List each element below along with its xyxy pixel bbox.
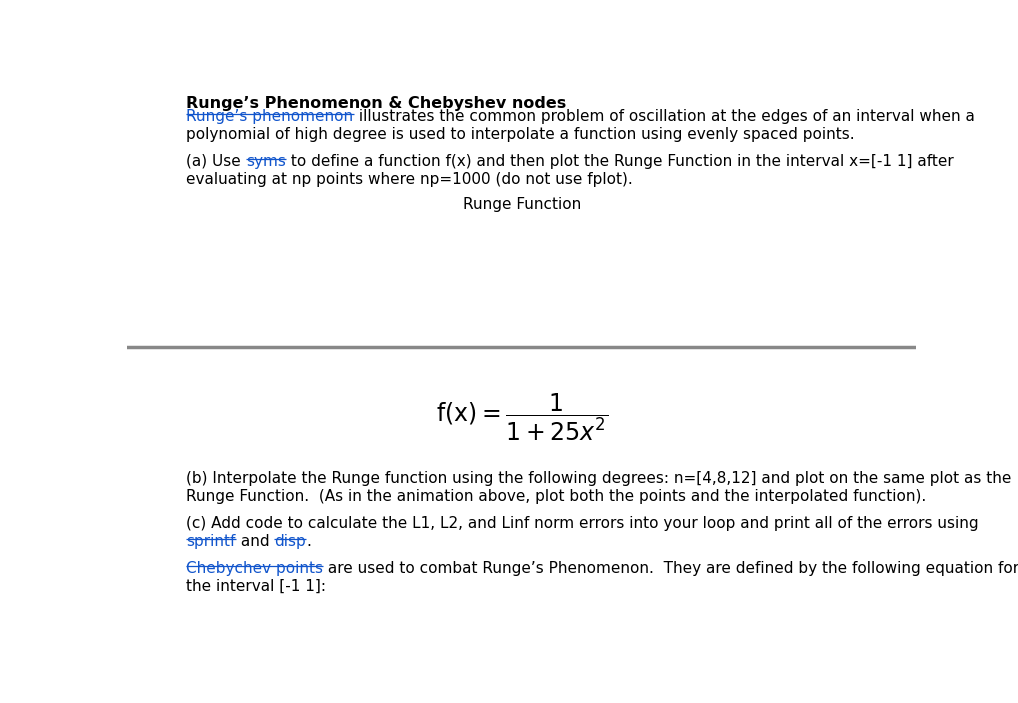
- Text: Runge’s phenomenon: Runge’s phenomenon: [186, 109, 353, 124]
- Text: evaluating at np points where np=1000 (do not use fplot).: evaluating at np points where np=1000 (d…: [186, 172, 633, 186]
- Text: (c) Add code to calculate the L1, L2, and Linf norm errors into your loop and pr: (c) Add code to calculate the L1, L2, an…: [186, 516, 979, 531]
- Text: sprintf: sprintf: [186, 534, 236, 549]
- Text: disp: disp: [274, 534, 306, 549]
- Text: Runge Function: Runge Function: [462, 197, 581, 212]
- Text: polynomial of high degree is used to interpolate a function using evenly spaced : polynomial of high degree is used to int…: [186, 127, 855, 141]
- Text: .: .: [306, 534, 310, 549]
- Text: Chebychev points: Chebychev points: [186, 561, 324, 576]
- Text: the interval [-1 1]:: the interval [-1 1]:: [186, 579, 327, 594]
- Text: are used to combat Runge’s Phenomenon.  They are defined by the following equati: are used to combat Runge’s Phenomenon. T…: [324, 561, 1018, 576]
- Text: Runge Function.  (As in the animation above, plot both the points and the interp: Runge Function. (As in the animation abo…: [186, 489, 926, 504]
- Text: $\mathrm{f(x)} = \dfrac{1}{1 + 25x^2}$: $\mathrm{f(x)} = \dfrac{1}{1 + 25x^2}$: [436, 392, 608, 443]
- Text: to define a function f(x) and then plot the Runge Function in the interval x=[-1: to define a function f(x) and then plot …: [286, 154, 954, 169]
- Text: (b) Interpolate the Runge function using the following degrees: n=[4,8,12] and p: (b) Interpolate the Runge function using…: [186, 472, 1012, 486]
- Text: (a) Use: (a) Use: [186, 154, 246, 169]
- Text: illustrates the common problem of oscillation at the edges of an interval when a: illustrates the common problem of oscill…: [353, 109, 974, 124]
- Text: syms: syms: [246, 154, 286, 169]
- Text: Runge’s Phenomenon & Chebyshev nodes: Runge’s Phenomenon & Chebyshev nodes: [186, 96, 567, 111]
- Text: and: and: [236, 534, 274, 549]
